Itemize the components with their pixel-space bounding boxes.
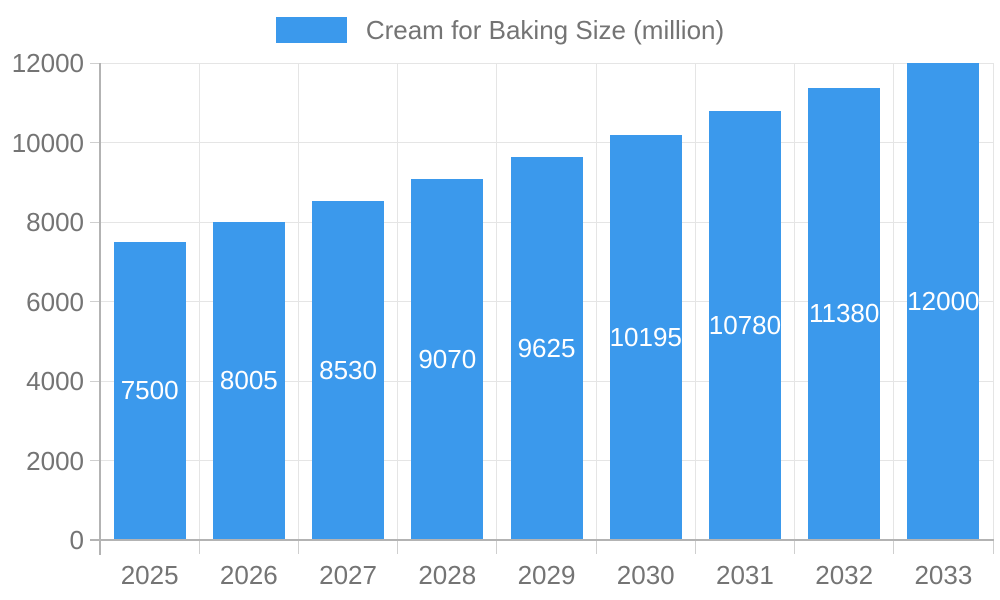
gridline-vertical [992,63,994,540]
gridline-vertical [496,63,498,540]
x-axis-tick [694,540,696,554]
bar-2033: 12000 [907,63,980,540]
x-axis-tick [893,540,895,554]
bar-2030: 10195 [609,134,682,540]
y-axis-label: 8000 [26,207,84,237]
y-axis-tick [90,460,100,461]
x-axis-label: 2026 [219,560,278,590]
bar-value-label: 8005 [219,365,278,396]
bar-2028: 9070 [411,179,484,540]
bar-2026: 8005 [212,221,285,540]
bar-value-label: 12000 [907,286,980,316]
y-axis-label: 10000 [11,127,84,158]
x-axis-tick [496,540,498,554]
y-axis-tick [90,221,100,223]
bar-value-label: 9625 [517,333,576,364]
gridline-vertical [198,63,200,540]
x-axis-line [90,539,994,541]
y-axis-tick [90,301,100,302]
x-axis-label: 2031 [716,560,774,590]
x-axis-tick [397,540,399,554]
bar-value-label: 10780 [708,310,782,341]
y-axis-label: 0 [69,525,84,555]
bar-value-label: 7500 [120,375,179,406]
gridline-horizontal [100,62,993,64]
legend-swatch [275,17,347,43]
y-axis-label: 12000 [11,48,84,78]
legend[interactable]: Cream for Baking Size (million) [0,14,1000,46]
x-axis-tick [992,540,994,554]
gridline-vertical [595,63,597,540]
gridline-vertical [297,63,299,540]
y-axis-tick [90,380,100,382]
bar-value-label: 9070 [418,344,477,375]
bar-value-label: 8530 [319,354,377,385]
gridline-vertical [694,63,696,540]
bar-2027: 8530 [312,200,385,540]
bar-2032: 11380 [808,87,881,540]
gridline-vertical [893,63,895,540]
x-axis-label: 2028 [418,560,477,590]
x-axis-label: 2032 [815,560,874,590]
y-axis-label: 2000 [26,445,84,476]
gridline-vertical [397,63,399,540]
gridline-vertical [794,63,796,540]
x-axis-tick [297,540,299,554]
y-axis-line [99,63,101,555]
bar-2025: 7500 [113,241,186,540]
gridline-horizontal [100,142,993,143]
bar-value-label: 10195 [609,321,682,352]
legend-label: Cream for Baking Size (million) [365,14,725,45]
x-axis-label: 2027 [319,560,377,590]
x-axis-tick [794,540,796,554]
y-axis-tick [90,142,100,143]
x-axis-tick [595,540,597,554]
y-axis-label: 6000 [26,286,84,317]
bar-2029: 9625 [510,157,583,540]
bar-2031: 10780 [709,111,781,540]
x-axis-label: 2033 [914,560,973,590]
x-axis-label: 2030 [616,560,675,590]
x-axis-label: 2029 [517,560,576,590]
bar-value-label: 11380 [808,298,880,329]
x-axis-label: 2025 [120,560,179,590]
x-axis-tick [198,540,200,554]
y-axis-label: 4000 [26,366,84,396]
y-axis-tick [90,62,100,64]
